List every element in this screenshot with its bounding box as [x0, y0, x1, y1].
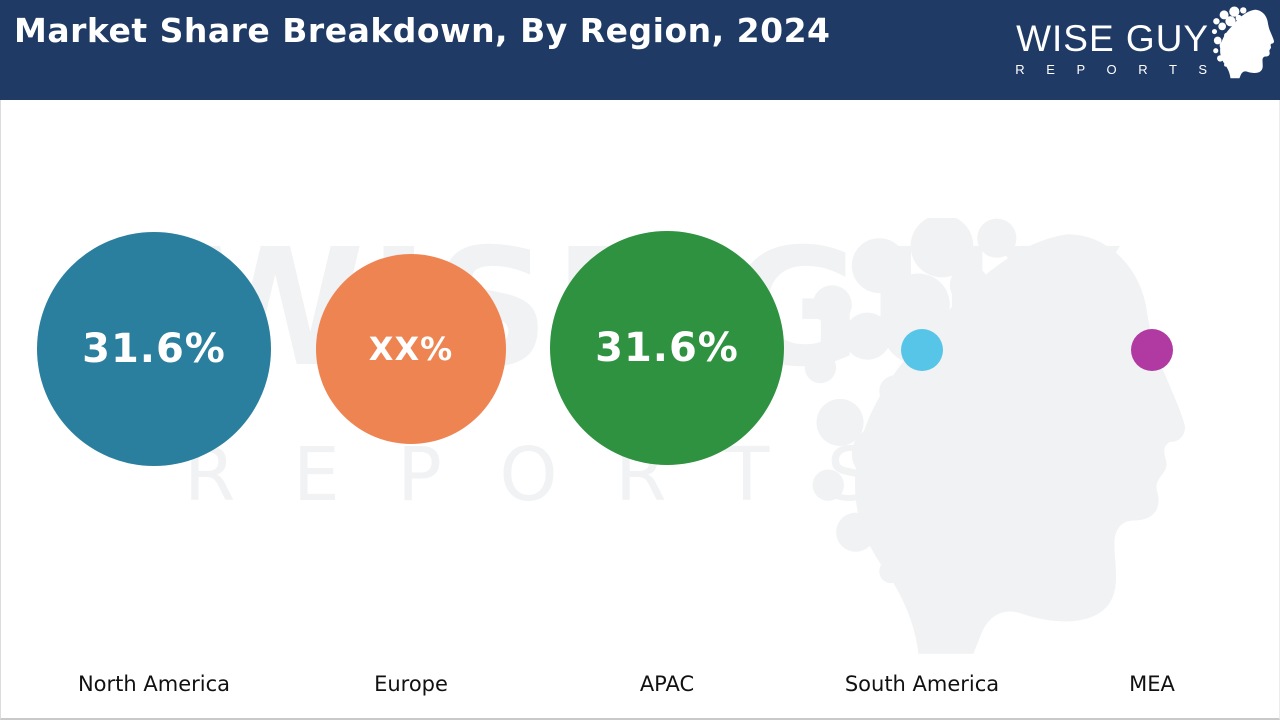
category-label-mea: MEA [1129, 672, 1175, 696]
chart-area: WISE GUY R E P O R T S 31.6%XX%31.6% Nor… [0, 100, 1280, 720]
bubble-value-label: 31.6% [595, 325, 739, 371]
logo-head-icon [1211, 6, 1274, 79]
bubble-value-label: XX% [368, 330, 454, 368]
bubble-europe: XX% [316, 254, 506, 444]
header-bar: Market Share Breakdown, By Region, 2024 … [0, 0, 1280, 100]
logo-name: WISE GUY [1016, 18, 1210, 59]
logo-subtitle: R E P O R T S [1015, 62, 1216, 77]
page-title: Market Share Breakdown, By Region, 2024 [14, 11, 831, 50]
bubble-layer: 31.6% XX% 31.6% [1, 100, 1279, 718]
wise-guy-logo: WISE GUY R E P O R T S [1009, 6, 1274, 82]
category-label-europe: Europe [374, 672, 448, 696]
bubble-apac: 31.6% [550, 231, 784, 465]
logo-text: WISE GUY R E P O R T S [1009, 20, 1216, 77]
category-label-apac: APAC [639, 672, 695, 696]
bubble-south-america [901, 329, 943, 371]
bubble-north-america: 31.6% [37, 232, 271, 466]
bubble-value-label: 31.6% [82, 326, 226, 372]
category-label-north-america: North America [77, 672, 231, 696]
watermark-text-line2: R E P O R T S [184, 432, 891, 518]
category-label-south-america: South America [844, 672, 1000, 696]
bubble-mea [1131, 329, 1173, 371]
